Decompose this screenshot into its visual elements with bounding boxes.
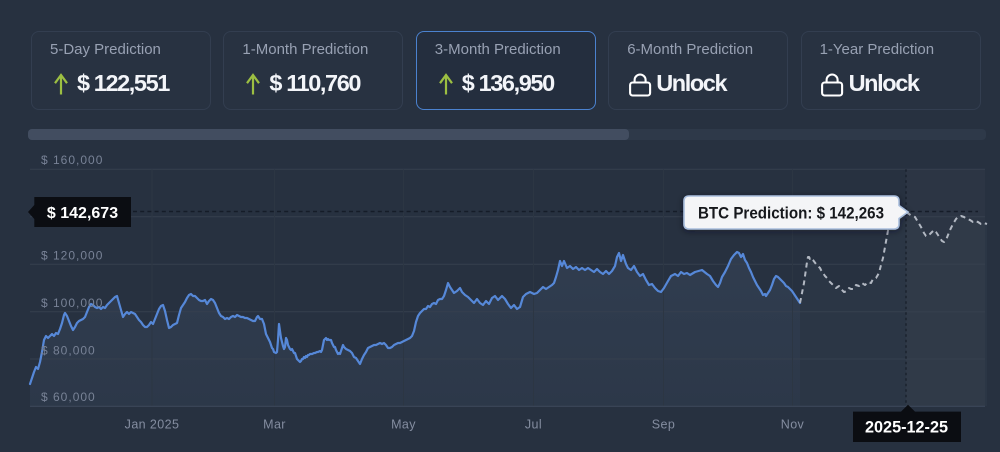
svg-text:$ 120,000: $ 120,000 (41, 248, 103, 262)
svg-text:Nov: Nov (781, 418, 805, 432)
svg-text:Mar: Mar (263, 418, 286, 432)
svg-text:$ 80,000: $ 80,000 (41, 343, 96, 357)
svg-text:$ 60,000: $ 60,000 (41, 390, 96, 404)
svg-text:Jan 2025: Jan 2025 (125, 418, 180, 432)
svg-text:2025-12-25: 2025-12-25 (865, 418, 948, 437)
svg-text:$ 100,000: $ 100,000 (41, 296, 103, 310)
svg-text:May: May (391, 418, 416, 432)
svg-text:Jul: Jul (525, 418, 542, 432)
svg-text:BTC Prediction: $ 142,263: BTC Prediction: $ 142,263 (698, 205, 884, 223)
svg-text:$ 142,673: $ 142,673 (47, 205, 118, 222)
svg-text:Sep: Sep (652, 418, 675, 432)
svg-text:$ 160,000: $ 160,000 (41, 153, 103, 167)
